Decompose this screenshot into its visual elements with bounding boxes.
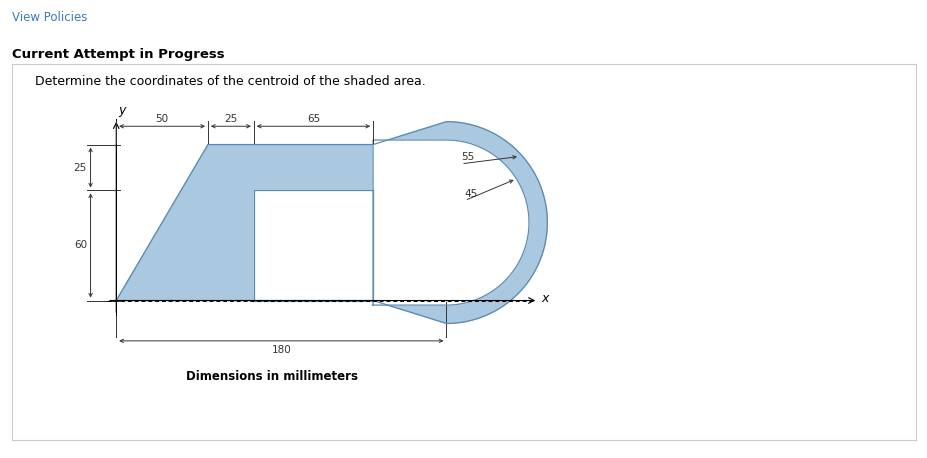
Text: 25: 25 <box>224 114 237 124</box>
Text: y: y <box>118 104 125 117</box>
Text: 180: 180 <box>272 344 291 354</box>
Text: 60: 60 <box>74 240 87 251</box>
Text: View Policies: View Policies <box>12 11 87 24</box>
Text: 65: 65 <box>307 114 320 124</box>
Text: 55: 55 <box>461 152 475 162</box>
Polygon shape <box>254 191 373 300</box>
Text: Current Attempt in Progress: Current Attempt in Progress <box>12 48 224 61</box>
Text: x: x <box>541 292 549 305</box>
Text: 50: 50 <box>156 114 169 124</box>
Polygon shape <box>373 140 529 305</box>
Text: Dimensions in millimeters: Dimensions in millimeters <box>186 370 358 383</box>
Text: Determine the coordinates of the centroid of the shaded area.: Determine the coordinates of the centroi… <box>34 76 425 88</box>
Text: 45: 45 <box>464 189 478 199</box>
Polygon shape <box>116 122 547 323</box>
Text: 25: 25 <box>73 163 87 173</box>
